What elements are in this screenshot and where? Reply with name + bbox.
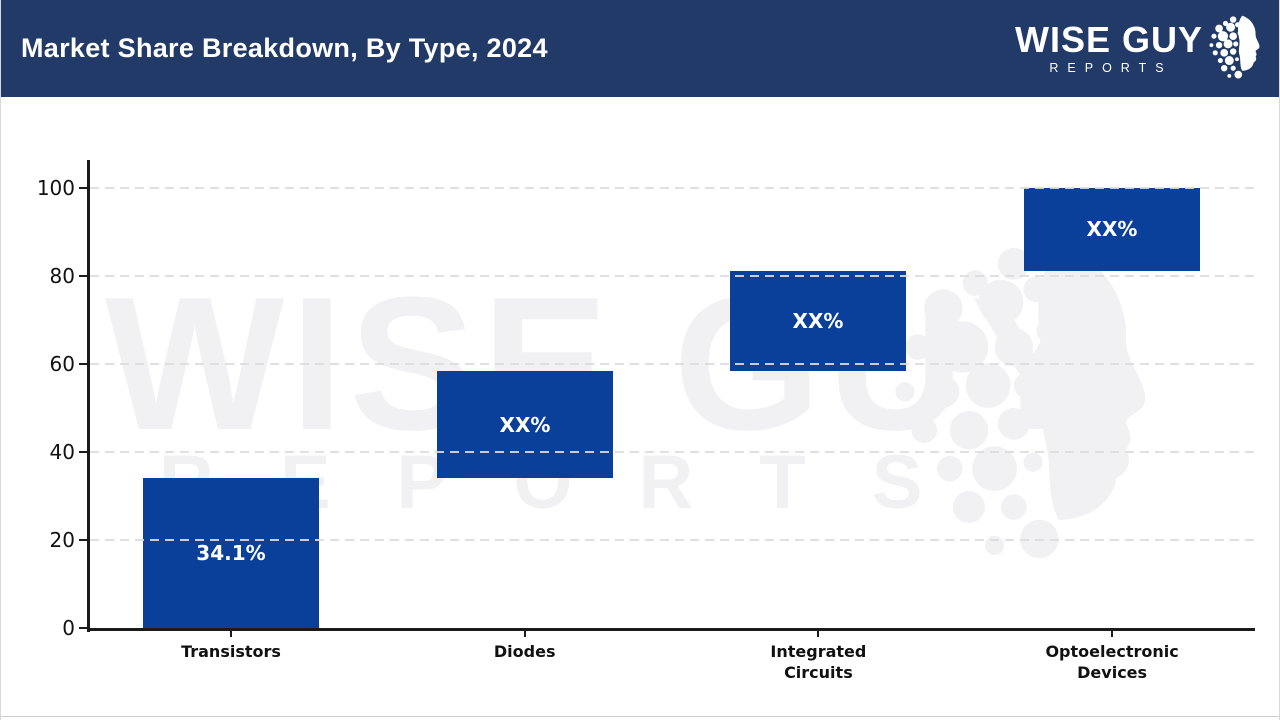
y-tick-60: [79, 363, 88, 365]
x-tick-1: [523, 630, 526, 637]
chart-title: Market Share Breakdown, By Type, 2024: [21, 33, 548, 63]
logo-subtitle: REPORTS: [1049, 61, 1173, 76]
y-tick-20: [79, 539, 88, 541]
x-tick-2: [817, 630, 820, 637]
x-tick-0: [230, 630, 232, 637]
bar-optoelectronic-devices: [1024, 188, 1200, 271]
x-axis-line: [87, 628, 1255, 631]
gridline-100: [90, 187, 1254, 189]
y-axis-line: [87, 160, 90, 632]
bar-value-label: XX%: [1086, 217, 1138, 242]
y-tick-100: [79, 187, 88, 189]
bar-value-label: XX%: [499, 412, 551, 437]
y-tick-40: [79, 451, 88, 453]
y-tick-80: [79, 275, 88, 277]
y-tick-label: 20: [49, 528, 75, 552]
x-category-label: Optoelectronic Devices: [1045, 642, 1179, 682]
gridline-40: [90, 451, 1254, 453]
bar-transistors: [143, 478, 319, 628]
header-bar: Market Share Breakdown, By Type, 2024 WI…: [1, 0, 1279, 97]
y-tick-label: 0: [62, 616, 75, 640]
bar-value-label: XX%: [792, 308, 844, 333]
y-tick-label: 60: [49, 352, 75, 376]
dotted-head-profile-icon: [1209, 15, 1260, 78]
chart-area: WISE GUY REPORTS 02040608010034.1%XX%XX%…: [1, 97, 1279, 720]
gridline-60: [90, 363, 1254, 365]
logo-text: WISE GUY REPORTS: [1015, 22, 1203, 75]
y-tick-label: 80: [49, 264, 75, 288]
gridline-20: [90, 539, 1254, 541]
bar-value-label: 34.1%: [196, 540, 266, 565]
y-tick-0: [79, 627, 88, 629]
x-category-label: Transistors: [181, 642, 281, 661]
logo-wordmark: WISE GUY: [1014, 19, 1203, 61]
gridline-80: [90, 275, 1254, 277]
bar-diodes: [437, 371, 613, 478]
x-tick-3: [1111, 630, 1114, 637]
x-category-label: Diodes: [493, 642, 556, 661]
y-tick-label: 100: [36, 176, 75, 200]
page-bottom-border: [1, 716, 1279, 717]
x-category-label: Integrated Circuits: [770, 642, 867, 682]
bar-integrated-circuits: [730, 270, 906, 371]
y-tick-label: 40: [49, 440, 75, 464]
wise-guy-logo: WISE GUY REPORTS: [1015, 10, 1269, 88]
